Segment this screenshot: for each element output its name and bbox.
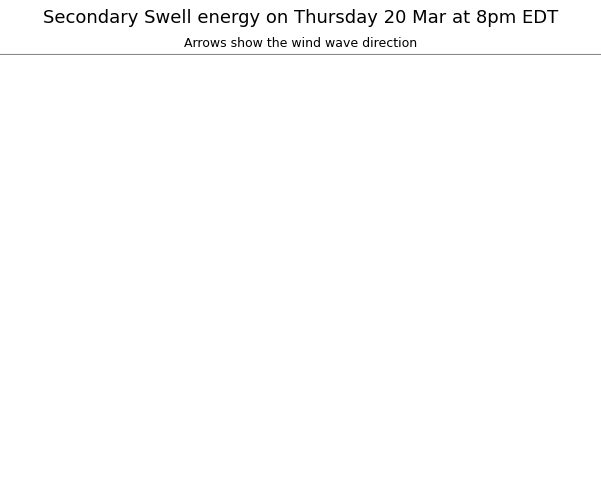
Text: Secondary Swell energy on Thursday 20 Mar at 8pm EDT: Secondary Swell energy on Thursday 20 Ma… — [43, 9, 558, 27]
Text: Arrows show the wind wave direction: Arrows show the wind wave direction — [184, 37, 417, 50]
Text: Map (cartopy not available): Map (cartopy not available) — [186, 263, 415, 281]
